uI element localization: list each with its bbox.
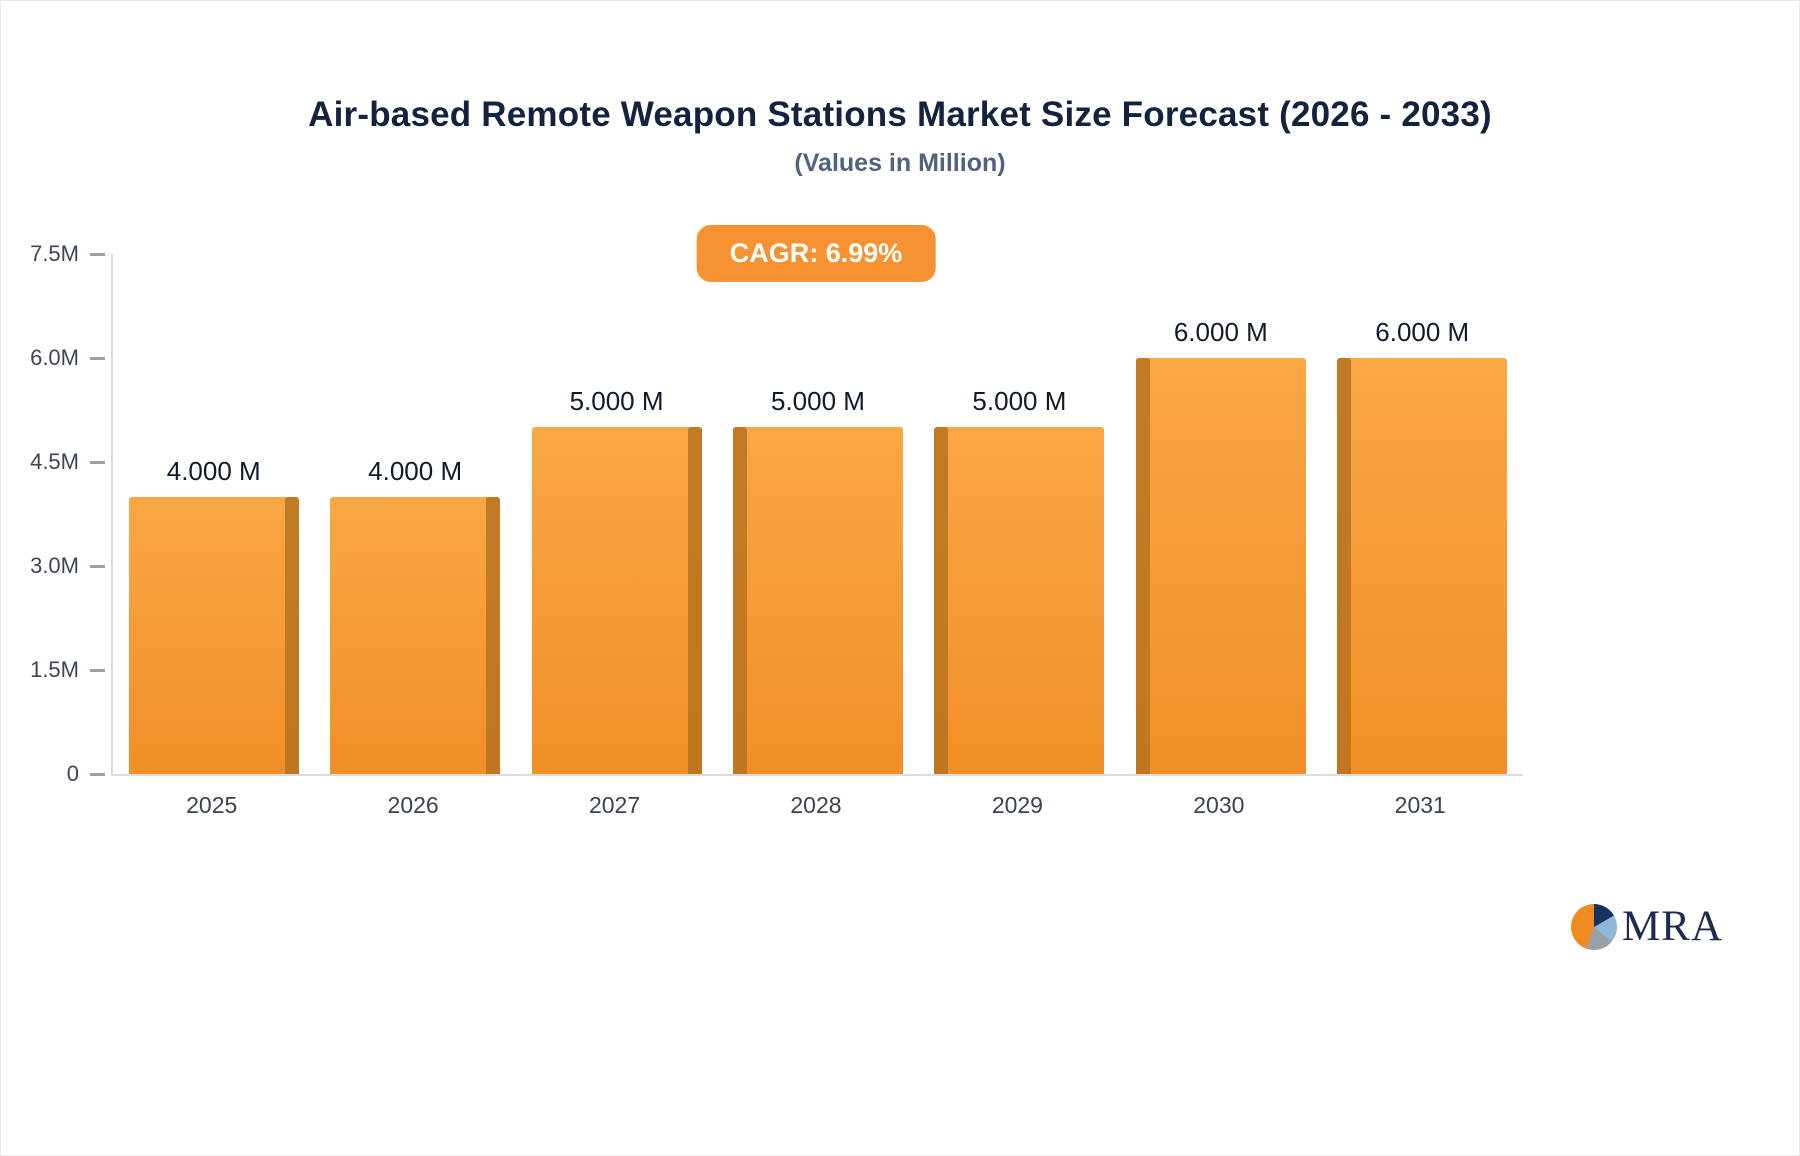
y-tick-label: 6.0M [30,345,79,370]
y-tick-7.5M: 7.5M [30,241,105,267]
x-axis-label-2026: 2026 [387,792,439,818]
y-axis-ticks: 7.5M 6.0M 4.5M 3.0M 1.5M 0 [1,241,105,786]
bar-group-2031: 6.000 M [1322,317,1523,774]
y-tick-label: 4.5M [30,449,79,474]
y-tick-mark [90,460,105,464]
bar-2025[interactable] [128,496,299,775]
bar-value-label-2028: 5.000 M [771,386,865,417]
y-tick-mark [90,252,105,256]
bar-2030[interactable] [1135,358,1306,774]
bar-value-label-2031: 6.000 M [1375,317,1470,347]
y-tick-3.0M: 3.0M [30,553,105,579]
y-tick-mark [90,356,105,360]
bar-group-2030: 6.000 M [1120,317,1321,774]
bar-value-label-2025: 4.000 M [166,455,261,486]
y-tick-0: 0 [67,761,105,787]
y-tick-mark [90,772,105,776]
plot-area: 7.5M 6.0M 4.5M 3.0M 1.5M 0 4.000 M 4.000 M 5.00… [30,241,1523,786]
y-tick-mark [90,564,105,568]
mra-logo-pie-icon [1571,903,1618,950]
bar-value-label-2026: 4.000 M [368,455,463,486]
bar-2029[interactable] [934,427,1105,774]
y-tick-mark [90,668,105,672]
chart-title: Air-based Remote Weapon Stations Market … [308,95,1492,134]
x-axis-label-2031: 2031 [1394,792,1446,818]
y-tick-label: 3.0M [30,553,79,578]
chart-subtitle: (Values in Million) [794,149,1006,177]
chart-area: CAGR: 6.99% 7.5M 6.0M 4.5M 3.0M 1.5M 0 4.000 … [30,225,1523,818]
x-axis-label-2030: 2030 [1193,792,1245,818]
y-tick-6.0M: 6.0M [30,345,105,371]
x-axis-label-2025: 2025 [186,792,238,818]
x-axis-label-2029: 2029 [991,792,1043,818]
y-tick-label: 0 [66,761,79,786]
bar-group-2028: 5.000 M [717,386,918,774]
cagr-badge: CAGR: 6.99% [696,225,936,282]
bars-row: 4.000 M 4.000 M 5.000 M 5.000 M 5.000 M 6.000… [113,254,1523,775]
bar-value-label-2029: 5.000 M [972,386,1067,417]
y-tick-label: 1.5M [30,657,79,682]
bar-group-2025: 4.000 M [113,455,314,775]
bar-2026[interactable] [330,496,501,775]
mra-logo-text: MRA [1622,903,1723,950]
x-axis-label-2028: 2028 [790,792,842,818]
bar-group-2029: 5.000 M [919,386,1120,774]
x-axis-labels: 2025 2026 2027 2028 2029 2030 2031 [111,792,1521,819]
bar-2028[interactable] [732,427,903,774]
y-tick-label: 7.5M [30,241,79,266]
bar-group-2027: 5.000 M [516,386,717,774]
bar-2027[interactable] [531,427,702,774]
x-axis-label-2027: 2027 [588,792,641,818]
mra-logo: MRA [1571,902,1723,951]
y-tick-4.5M: 4.5M [30,449,105,475]
bar-group-2026: 4.000 M [314,455,515,775]
bar-value-label-2027: 5.000 M [569,386,664,417]
y-tick-1.5M: 1.5M [30,657,105,683]
bar-value-label-2030: 6.000 M [1173,317,1268,347]
bar-2031[interactable] [1337,358,1508,774]
